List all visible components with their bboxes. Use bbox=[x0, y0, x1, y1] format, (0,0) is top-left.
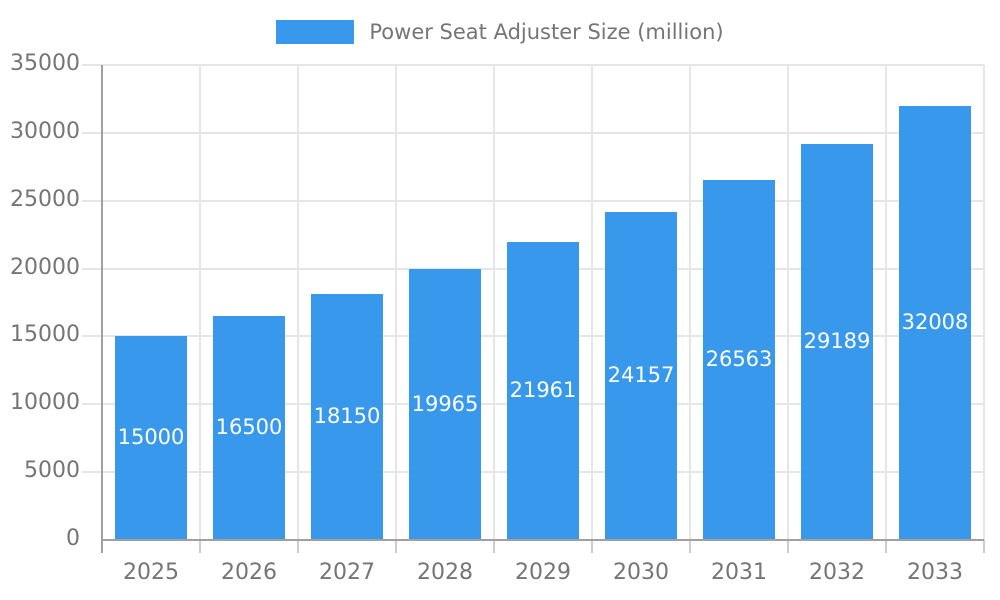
x-axis-tick bbox=[689, 540, 691, 553]
x-axis-tick bbox=[983, 540, 985, 553]
legend-swatch bbox=[276, 20, 355, 44]
y-axis-tick-label: 15000 bbox=[10, 322, 80, 348]
v-gridline bbox=[983, 65, 985, 540]
y-axis-tick-label: 10000 bbox=[10, 390, 80, 416]
x-axis-tick-label: 2025 bbox=[123, 560, 179, 585]
bar[interactable] bbox=[899, 105, 971, 540]
v-gridline bbox=[199, 65, 201, 540]
h-gridline bbox=[82, 131, 984, 134]
v-gridline bbox=[591, 65, 593, 540]
v-gridline bbox=[297, 65, 299, 540]
x-axis-tick bbox=[885, 540, 887, 553]
x-axis-tick-label: 2026 bbox=[221, 560, 277, 585]
h-gridline bbox=[82, 199, 984, 202]
h-gridline bbox=[82, 64, 984, 66]
bar-value-label: 16500 bbox=[215, 415, 283, 440]
x-axis-tick bbox=[787, 540, 789, 553]
bar[interactable] bbox=[409, 269, 481, 540]
bar[interactable] bbox=[605, 212, 677, 540]
y-axis-tick-label: 35000 bbox=[10, 51, 80, 76]
v-gridline bbox=[689, 65, 691, 540]
v-gridline bbox=[395, 65, 397, 540]
x-axis-tick bbox=[591, 540, 593, 553]
x-axis-tick-label: 2031 bbox=[711, 560, 767, 585]
legend: Power Seat Adjuster Size (million) bbox=[0, 18, 1000, 46]
x-axis-tick-label: 2029 bbox=[515, 560, 571, 585]
bar-value-label: 32008 bbox=[901, 309, 969, 334]
v-gridline bbox=[787, 65, 789, 540]
bar[interactable] bbox=[115, 336, 187, 540]
bar[interactable] bbox=[703, 179, 775, 540]
bar-value-label: 26563 bbox=[705, 346, 773, 371]
y-axis-tick-label: 25000 bbox=[10, 186, 80, 212]
legend-label: Power Seat Adjuster Size (million) bbox=[369, 20, 724, 44]
bar-value-label: 18150 bbox=[313, 403, 381, 428]
x-axis-tick-label: 2027 bbox=[319, 560, 375, 585]
bar[interactable] bbox=[311, 293, 383, 540]
x-axis-tick bbox=[395, 540, 397, 553]
x-axis-tick-label: 2030 bbox=[613, 560, 669, 585]
bar[interactable] bbox=[801, 143, 873, 540]
bar[interactable] bbox=[507, 241, 579, 540]
bar-value-label: 15000 bbox=[117, 425, 185, 450]
x-axis-line bbox=[101, 539, 984, 541]
y-axis-line bbox=[101, 65, 103, 553]
y-axis-tick-label: 0 bbox=[66, 526, 80, 551]
v-gridline bbox=[493, 65, 495, 540]
x-axis-tick-label: 2032 bbox=[809, 560, 865, 585]
x-axis-tick-label: 2028 bbox=[417, 560, 473, 585]
bar-value-label: 29189 bbox=[803, 328, 871, 353]
bar-value-label: 21961 bbox=[509, 377, 577, 402]
v-gridline bbox=[885, 65, 887, 540]
bar[interactable] bbox=[213, 316, 285, 540]
bar-value-label: 19965 bbox=[411, 391, 479, 416]
y-axis-tick-label: 20000 bbox=[10, 254, 80, 280]
x-axis-tick bbox=[493, 540, 495, 553]
y-axis-tick-label: 30000 bbox=[10, 118, 80, 144]
x-axis-tick-label: 2033 bbox=[907, 560, 963, 585]
bar-value-label: 24157 bbox=[607, 363, 675, 388]
y-axis-tick-label: 5000 bbox=[24, 458, 80, 484]
x-axis-tick bbox=[199, 540, 201, 553]
x-axis-tick bbox=[297, 540, 299, 553]
